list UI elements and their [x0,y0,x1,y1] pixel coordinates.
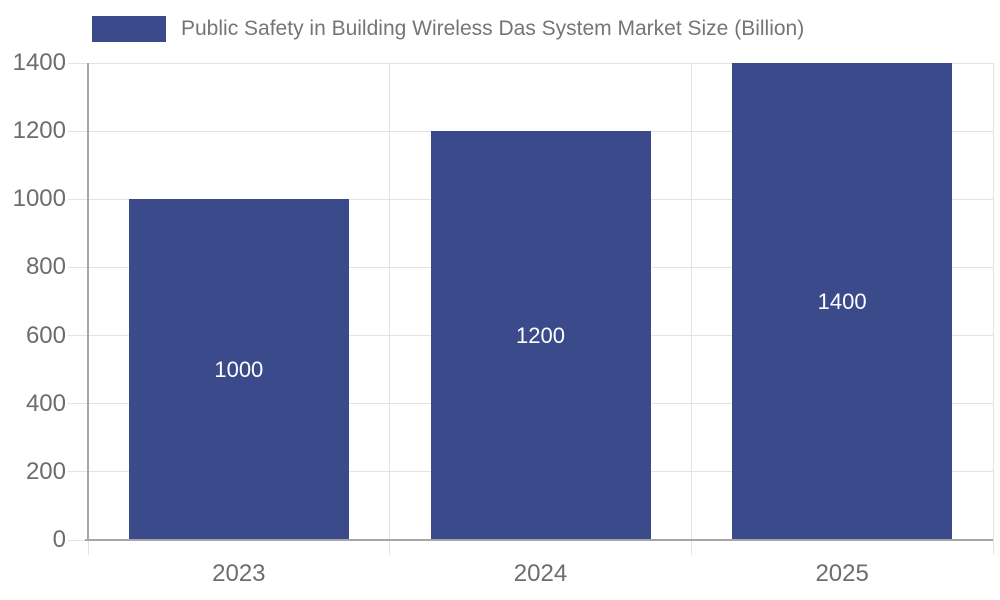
bar-value-label: 1200 [516,322,565,348]
y-axis-line [87,63,89,540]
bar-2025 [732,63,953,540]
x-axis-tick [389,540,391,555]
x-axis-tick-label: 2025 [815,560,869,587]
legend-series-label: Public Safety in Building Wireless Das S… [181,17,805,40]
bar-value-label: 1400 [817,288,867,314]
legend-swatch [92,16,166,42]
legend: Public Safety in Building Wireless Das S… [92,16,804,42]
y-axis-tick-label: 800 [25,253,66,281]
x-axis-tick-label: 2023 [212,560,266,587]
y-axis-tick-label: 200 [25,457,66,485]
bar-value-label: 1000 [214,356,264,382]
x-axis-tick [690,540,692,555]
bar-2023 [128,199,349,540]
x-axis-line [85,539,993,541]
x-axis-tick [992,540,994,555]
y-axis-tick-label: 1000 [12,185,66,213]
y-axis-tick-label: 1400 [12,49,66,76]
y-axis-tick-label: 0 [52,526,66,553]
x-gridline [389,63,391,540]
y-axis-tick-label: 400 [25,389,66,417]
x-gridline [690,63,692,540]
bar-2024 [430,131,651,540]
x-gridline [992,63,994,540]
x-axis-tick [87,540,89,555]
y-axis-tick-label: 1200 [12,117,66,145]
x-axis-tick-label: 2024 [513,560,568,587]
y-gridline [68,62,993,64]
y-axis-tick-label: 600 [25,321,66,349]
